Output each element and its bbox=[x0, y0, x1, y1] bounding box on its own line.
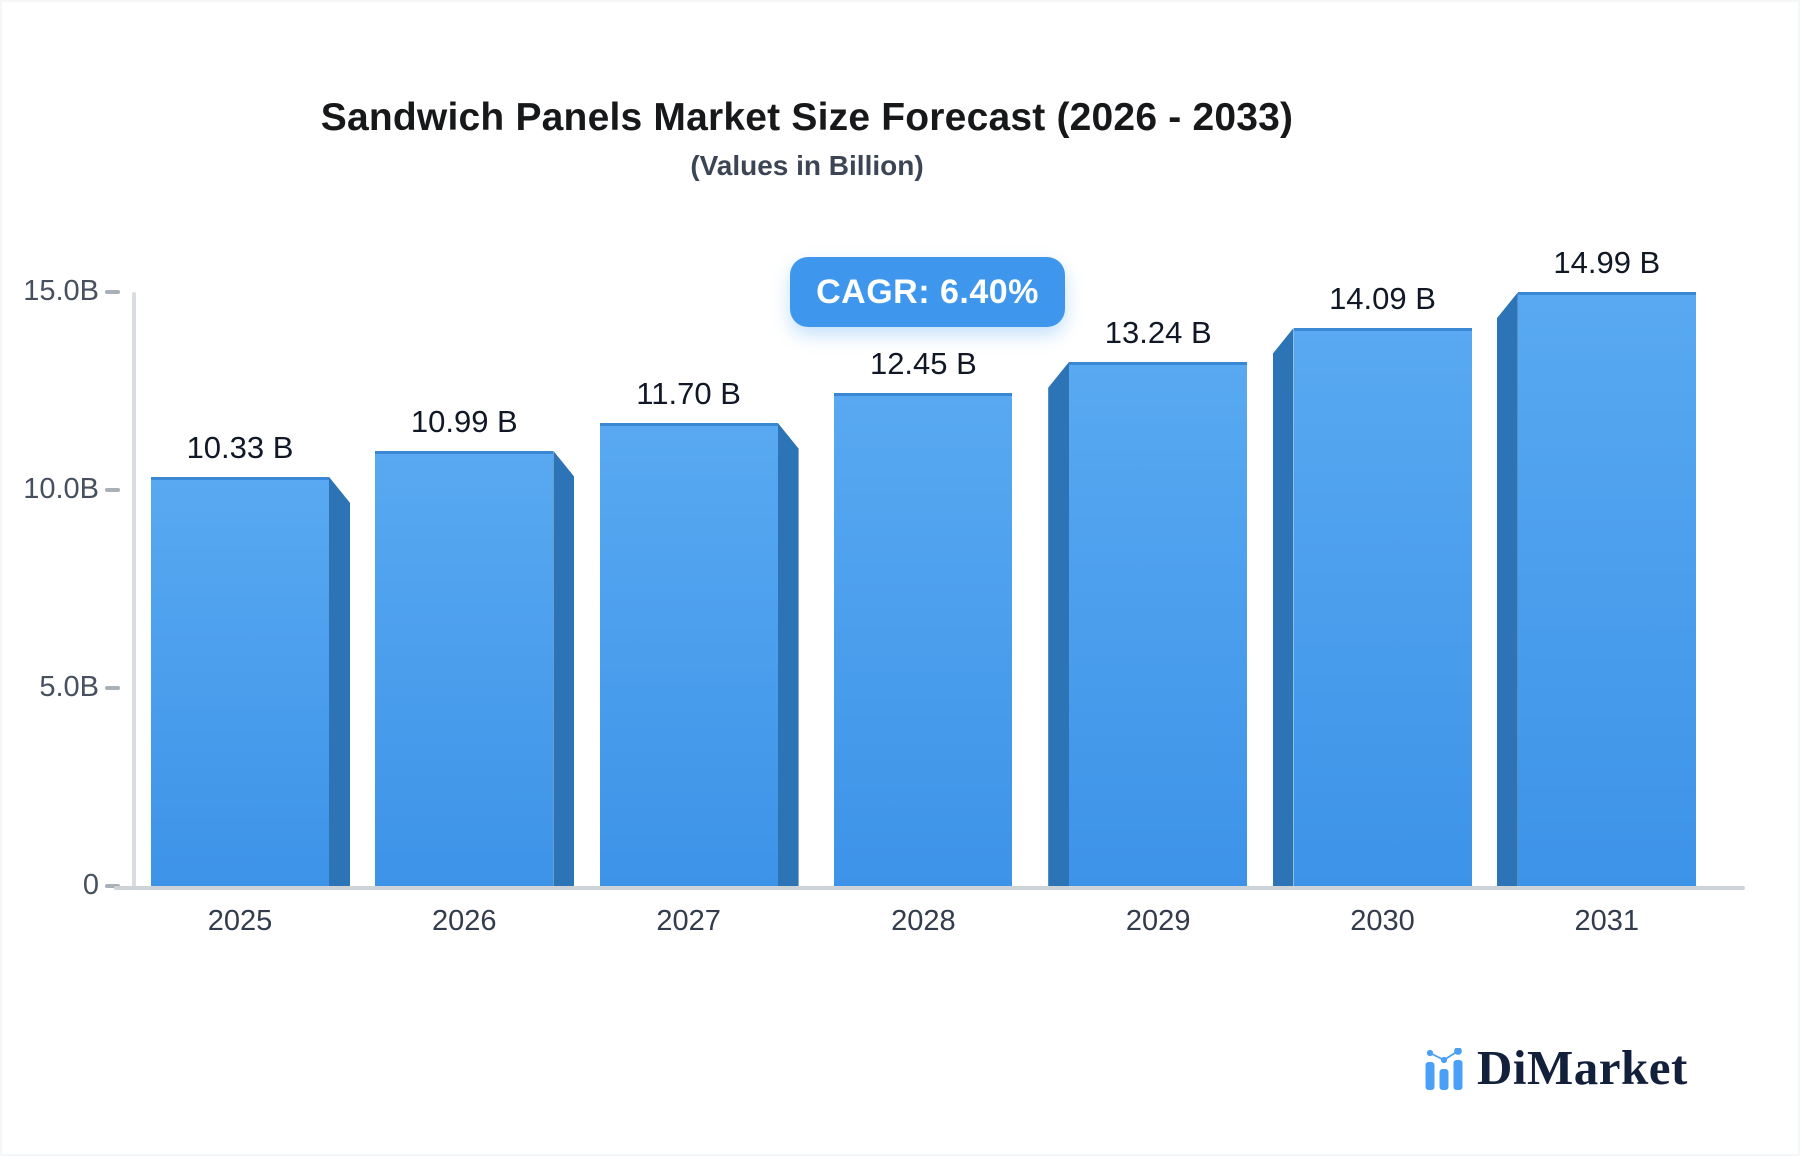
bar-value-2027: 11.70 B bbox=[636, 375, 741, 411]
bar-value-2026: 10.99 B bbox=[410, 403, 518, 439]
y-axis-tick bbox=[105, 686, 120, 690]
y-axis-label-0: 0 bbox=[82, 869, 99, 901]
y-axis-label-5.0B: 5.0B bbox=[39, 671, 99, 703]
y-axis-label-15.0B: 15.0B bbox=[23, 275, 99, 307]
x-axis-label-2027: 2027 bbox=[656, 905, 721, 937]
bar-2025 bbox=[151, 476, 329, 886]
cagr-badge-label: CAGR: 6.40% bbox=[816, 272, 1039, 311]
x-axis-label-2025: 2025 bbox=[207, 905, 273, 937]
chart-title: Sandwich Panels Market Size Forecast (20… bbox=[320, 96, 1294, 139]
bar-side-2025 bbox=[329, 476, 350, 886]
bar-2027 bbox=[599, 422, 778, 886]
y-axis-tick bbox=[105, 488, 120, 492]
bar-side-2029 bbox=[1048, 361, 1070, 886]
y-axis-tick bbox=[105, 884, 120, 888]
bar-2028 bbox=[834, 392, 1013, 886]
bar-side-2030 bbox=[1272, 328, 1294, 886]
bar-side-2031 bbox=[1496, 292, 1518, 886]
bar-2026 bbox=[375, 450, 554, 886]
x-axis-line bbox=[114, 886, 1745, 890]
bar-side-2027 bbox=[777, 422, 799, 886]
x-axis-label-2026: 2026 bbox=[432, 905, 497, 937]
x-axis-label-2029: 2029 bbox=[1125, 905, 1191, 937]
bar-value-2031: 14.99 B bbox=[1553, 245, 1661, 281]
bar-value-2030: 14.09 B bbox=[1329, 281, 1436, 317]
cagr-badge: CAGR: 6.40% bbox=[790, 257, 1065, 327]
brand-logo: DiMarket bbox=[1425, 1040, 1688, 1095]
brand-name: DiMarket bbox=[1477, 1040, 1688, 1095]
bar-2030 bbox=[1293, 328, 1472, 886]
bar-value-2029: 13.24 B bbox=[1104, 314, 1212, 350]
y-axis-label-10.0B: 10.0B bbox=[23, 473, 99, 505]
bar-2031 bbox=[1517, 292, 1696, 886]
bar-2029 bbox=[1069, 361, 1248, 886]
bar-value-2025: 10.33 B bbox=[186, 429, 294, 465]
y-axis-tick bbox=[105, 290, 120, 294]
x-axis-label-2030: 2030 bbox=[1350, 905, 1415, 937]
bar-side-2026 bbox=[553, 450, 575, 886]
dimarket-logo-icon bbox=[1425, 1048, 1463, 1090]
x-axis-label-2028: 2028 bbox=[891, 905, 956, 937]
bar-value-2028: 12.45 B bbox=[869, 345, 977, 381]
chart-subtitle: (Values in Billion) bbox=[690, 150, 924, 181]
y-axis-line bbox=[132, 292, 136, 888]
x-axis-label-2031: 2031 bbox=[1574, 905, 1640, 937]
